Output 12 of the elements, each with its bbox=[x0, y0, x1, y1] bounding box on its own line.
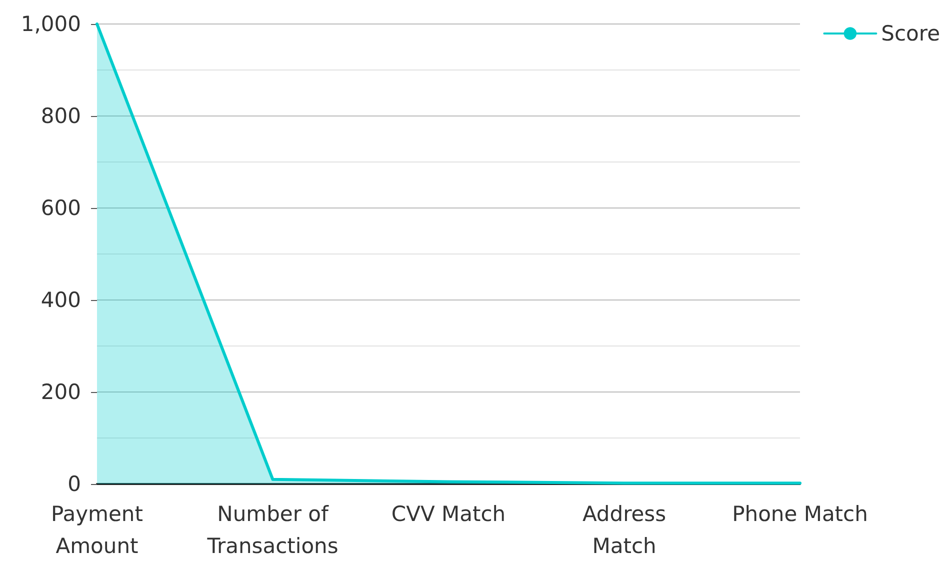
y-tick-label: 600 bbox=[40, 196, 81, 220]
x-tick-label: CVV Match bbox=[391, 502, 506, 526]
x-tick-label: Number of Transactions bbox=[206, 502, 338, 558]
y-tick-label: 800 bbox=[40, 104, 81, 128]
y-tick-label: 0 bbox=[68, 472, 81, 496]
x-tick-label: Payment Amount bbox=[51, 502, 143, 558]
y-tick-label: 200 bbox=[40, 380, 81, 404]
x-tick-label: Phone Match bbox=[732, 502, 868, 526]
legend-label: Score bbox=[881, 22, 940, 46]
y-tick-label: 400 bbox=[40, 288, 81, 312]
y-tick-label: 1,000 bbox=[20, 12, 81, 36]
x-tick-label: Address Match bbox=[582, 502, 666, 558]
